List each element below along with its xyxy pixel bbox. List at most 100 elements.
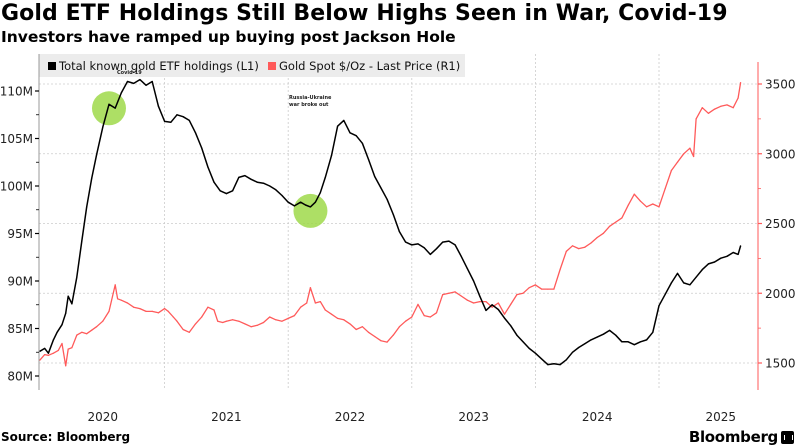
data-point — [571, 245, 574, 247]
data-point — [343, 119, 345, 122]
axes: 80M 85M 90M 95M 100M 105M 110M 1500 2000 2500 3000… — [0, 54, 796, 424]
data-point — [367, 331, 370, 333]
data-point — [71, 347, 73, 349]
data-point — [262, 182, 265, 184]
data-point — [293, 205, 295, 207]
data-point — [238, 176, 240, 179]
data-point — [739, 245, 742, 247]
data-point — [516, 334, 518, 336]
data-point — [102, 320, 104, 322]
data-point — [47, 354, 50, 356]
data-point — [319, 192, 321, 194]
data-point — [485, 301, 487, 303]
data-point — [299, 306, 302, 308]
data-point — [689, 147, 691, 149]
data-point — [633, 344, 635, 346]
data-point — [380, 340, 382, 342]
data-point — [540, 288, 543, 290]
data-point — [608, 329, 611, 331]
data-point — [164, 307, 166, 310]
data-point — [510, 303, 512, 306]
data-point — [102, 126, 104, 128]
data-point — [689, 284, 691, 286]
data-point — [287, 317, 289, 319]
data-point — [732, 107, 734, 109]
right-axis-tick-label: 3500 — [765, 78, 796, 92]
data-point — [596, 236, 598, 239]
data-point — [584, 246, 586, 248]
left-axis-tick-label: 100M — [0, 180, 33, 194]
data-point — [126, 302, 129, 304]
data-point — [81, 331, 83, 333]
data-point — [423, 314, 425, 317]
data-point — [411, 244, 413, 246]
annotation-covid: Covid-19 — [117, 70, 142, 76]
data-point — [621, 341, 623, 343]
x-axis-tick-label: 2021 — [211, 410, 242, 424]
right-axis-tick-label: 2000 — [765, 287, 796, 301]
data-point — [114, 107, 116, 109]
data-point — [120, 299, 122, 301]
data-point — [398, 231, 401, 233]
data-point — [553, 363, 555, 365]
x-axis-tick-label: 2020 — [88, 410, 119, 424]
data-point — [683, 153, 685, 155]
data-point — [157, 312, 160, 314]
data-point — [386, 341, 388, 343]
data-point — [417, 243, 419, 245]
data-point — [707, 112, 710, 114]
data-point — [423, 247, 425, 249]
data-point — [547, 288, 549, 290]
data-point — [61, 342, 63, 345]
data-point — [386, 198, 388, 200]
data-point — [584, 343, 586, 345]
data-point — [244, 323, 246, 325]
legend-swatch-gold — [268, 62, 276, 70]
data-point — [701, 107, 703, 109]
data-point — [213, 181, 215, 183]
data-point — [287, 201, 289, 203]
data-point — [411, 316, 413, 318]
data-point — [528, 347, 530, 350]
data-point — [96, 326, 98, 328]
data-point — [491, 304, 493, 306]
data-point — [164, 120, 166, 122]
data-point — [627, 204, 629, 206]
data-point — [454, 244, 456, 246]
data-point — [133, 306, 135, 308]
data-point — [714, 261, 716, 263]
series-line-gold-spot — [39, 82, 742, 367]
data-point — [67, 348, 69, 350]
data-point — [337, 317, 339, 319]
data-point — [108, 310, 110, 312]
data-point — [503, 313, 506, 315]
data-point — [275, 319, 277, 321]
data-point — [571, 351, 574, 353]
data-point — [76, 276, 78, 278]
data-point — [231, 190, 234, 192]
data-point — [176, 114, 178, 116]
x-axis-tick-label: 2025 — [706, 410, 737, 424]
highlight-circle-covid — [91, 91, 126, 126]
data-point — [374, 175, 376, 178]
data-point — [714, 108, 716, 110]
data-point — [306, 302, 308, 304]
x-axis-tick-label: 2024 — [582, 410, 613, 424]
data-point — [658, 206, 660, 208]
data-point — [176, 320, 178, 322]
data-point — [86, 333, 88, 335]
left-axis-tick-label: 110M — [0, 85, 33, 99]
points-etf-holdings — [39, 79, 742, 366]
data-point — [44, 354, 46, 356]
data-point — [91, 329, 93, 331]
data-point — [442, 241, 444, 243]
highlight-circles — [91, 91, 328, 228]
data-point — [309, 206, 312, 208]
data-point — [670, 169, 672, 172]
data-point — [81, 240, 83, 242]
legend-background — [39, 54, 465, 77]
data-point — [693, 155, 695, 158]
data-point — [361, 142, 363, 144]
data-point — [503, 317, 506, 319]
annotations: Covid-19 Russia-Ukraine war broke out — [117, 70, 332, 108]
